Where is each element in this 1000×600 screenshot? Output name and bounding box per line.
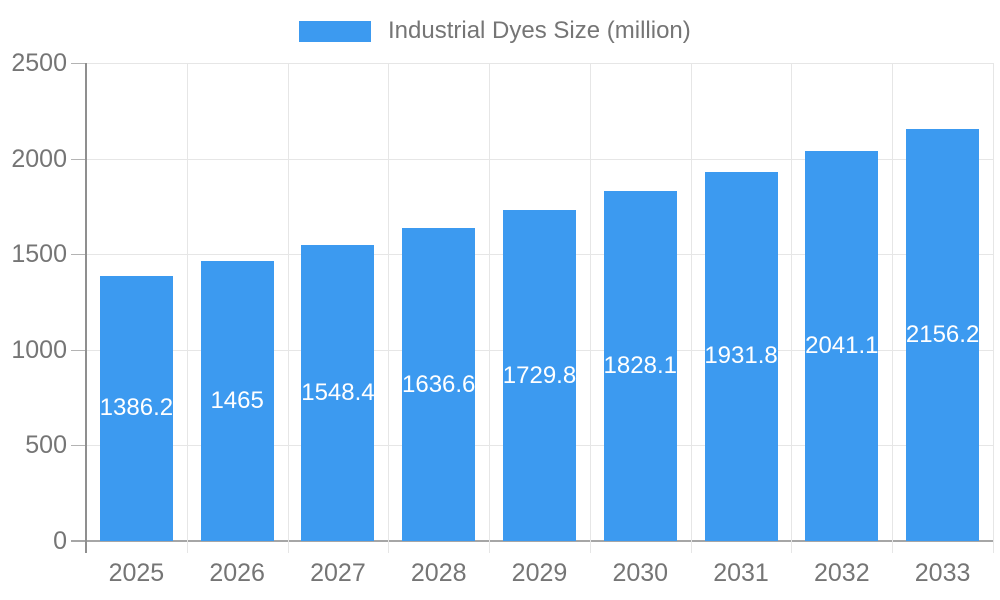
- gridline-v: [690, 63, 692, 553]
- legend: Industrial Dyes Size (million): [299, 17, 691, 45]
- bar-value-label: 1386.2: [99, 394, 174, 422]
- gridline-v: [388, 63, 390, 553]
- y-tick-mark: [71, 158, 86, 160]
- x-tick-label: 2031: [713, 559, 769, 587]
- y-tick-mark: [71, 349, 86, 351]
- bar: [503, 210, 576, 541]
- bar-value-label: 1465: [210, 386, 264, 414]
- gridline-v: [993, 63, 994, 553]
- y-tick-label: 2000: [11, 144, 67, 173]
- y-tick-label: 1500: [11, 240, 67, 269]
- bar: [805, 150, 879, 541]
- y-tick-mark: [71, 254, 86, 256]
- y-tick-label: 500: [25, 431, 67, 460]
- bar-value-label: 1729.8: [502, 361, 577, 389]
- x-tick-label: 2029: [511, 559, 568, 587]
- x-axis-line: [71, 540, 993, 542]
- legend-swatch: [299, 20, 371, 42]
- bar-value-label: 1931.8: [704, 342, 778, 370]
- gridline-h: [86, 63, 993, 64]
- bar-value-label: 2041.1: [805, 331, 879, 359]
- x-tick-label: 2030: [612, 559, 669, 587]
- bar: [200, 260, 274, 541]
- legend-label: Industrial Dyes Size (million): [388, 17, 691, 44]
- gridline-h: [86, 158, 993, 160]
- bar: [704, 171, 778, 541]
- y-axis-line: [85, 63, 87, 553]
- bar: [301, 244, 375, 541]
- gridline-v: [791, 63, 793, 553]
- bar: [99, 275, 173, 541]
- gridline-v: [287, 63, 289, 553]
- y-tick-label: 1000: [11, 335, 67, 364]
- bar: [603, 191, 677, 541]
- gridline-v: [489, 63, 491, 553]
- gridline-v: [186, 63, 188, 553]
- bar: [402, 228, 476, 541]
- x-tick-label: 2025: [108, 559, 165, 587]
- x-tick-label: 2027: [310, 559, 366, 587]
- x-tick-label: 2026: [209, 559, 265, 587]
- y-tick-mark: [71, 445, 86, 447]
- bar-value-label: 1828.1: [603, 352, 677, 380]
- x-tick-label: 2032: [814, 559, 870, 587]
- bar-value-label: 1548.4: [301, 378, 375, 406]
- x-tick-label: 2028: [410, 559, 467, 587]
- bar-value-label: 2156.2: [905, 320, 980, 348]
- gridline-v: [589, 63, 591, 553]
- gridline-v: [892, 63, 894, 553]
- y-tick-mark: [71, 63, 86, 64]
- bar: [906, 128, 980, 541]
- x-tick-label: 2033: [914, 559, 971, 587]
- y-tick-label: 0: [53, 527, 67, 555]
- bar-value-label: 1636.6: [402, 370, 476, 398]
- y-tick-label: 2500: [11, 49, 67, 77]
